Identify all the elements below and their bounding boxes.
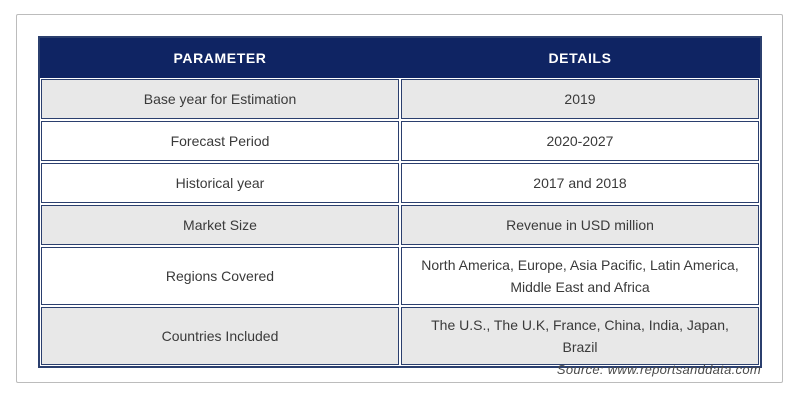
parameter-cell: Historical year bbox=[41, 163, 399, 203]
parameter-cell: Forecast Period bbox=[41, 121, 399, 161]
details-cell: 2017 and 2018 bbox=[401, 163, 759, 203]
content-frame: PARAMETER DETAILS Base year for Estimati… bbox=[16, 14, 783, 383]
table-body: Base year for Estimation 2019 Forecast P… bbox=[40, 78, 760, 366]
report-scope-table: PARAMETER DETAILS Base year for Estimati… bbox=[38, 36, 762, 368]
column-header-details: DETAILS bbox=[548, 50, 612, 66]
table-row: Countries Included The U.S., The U.K, Fr… bbox=[40, 306, 760, 366]
table-row: Regions Covered North America, Europe, A… bbox=[40, 246, 760, 306]
details-cell: The U.S., The U.K, France, China, India,… bbox=[401, 307, 759, 365]
parameter-cell: Base year for Estimation bbox=[41, 79, 399, 119]
parameter-cell: Market Size bbox=[41, 205, 399, 245]
details-cell: 2020-2027 bbox=[401, 121, 759, 161]
column-header-parameter: PARAMETER bbox=[173, 50, 267, 66]
parameter-cell: Regions Covered bbox=[41, 247, 399, 305]
details-cell: Revenue in USD million bbox=[401, 205, 759, 245]
source-attribution: Source: www.reportsanddata.com bbox=[556, 362, 761, 377]
table-row: Market Size Revenue in USD million bbox=[40, 204, 760, 246]
parameter-cell: Countries Included bbox=[41, 307, 399, 365]
table-row: Historical year 2017 and 2018 bbox=[40, 162, 760, 204]
details-cell: 2019 bbox=[401, 79, 759, 119]
table-row: Forecast Period 2020-2027 bbox=[40, 120, 760, 162]
table-row: Base year for Estimation 2019 bbox=[40, 78, 760, 120]
details-cell: North America, Europe, Asia Pacific, Lat… bbox=[401, 247, 759, 305]
table-header-row: PARAMETER DETAILS bbox=[40, 38, 760, 78]
